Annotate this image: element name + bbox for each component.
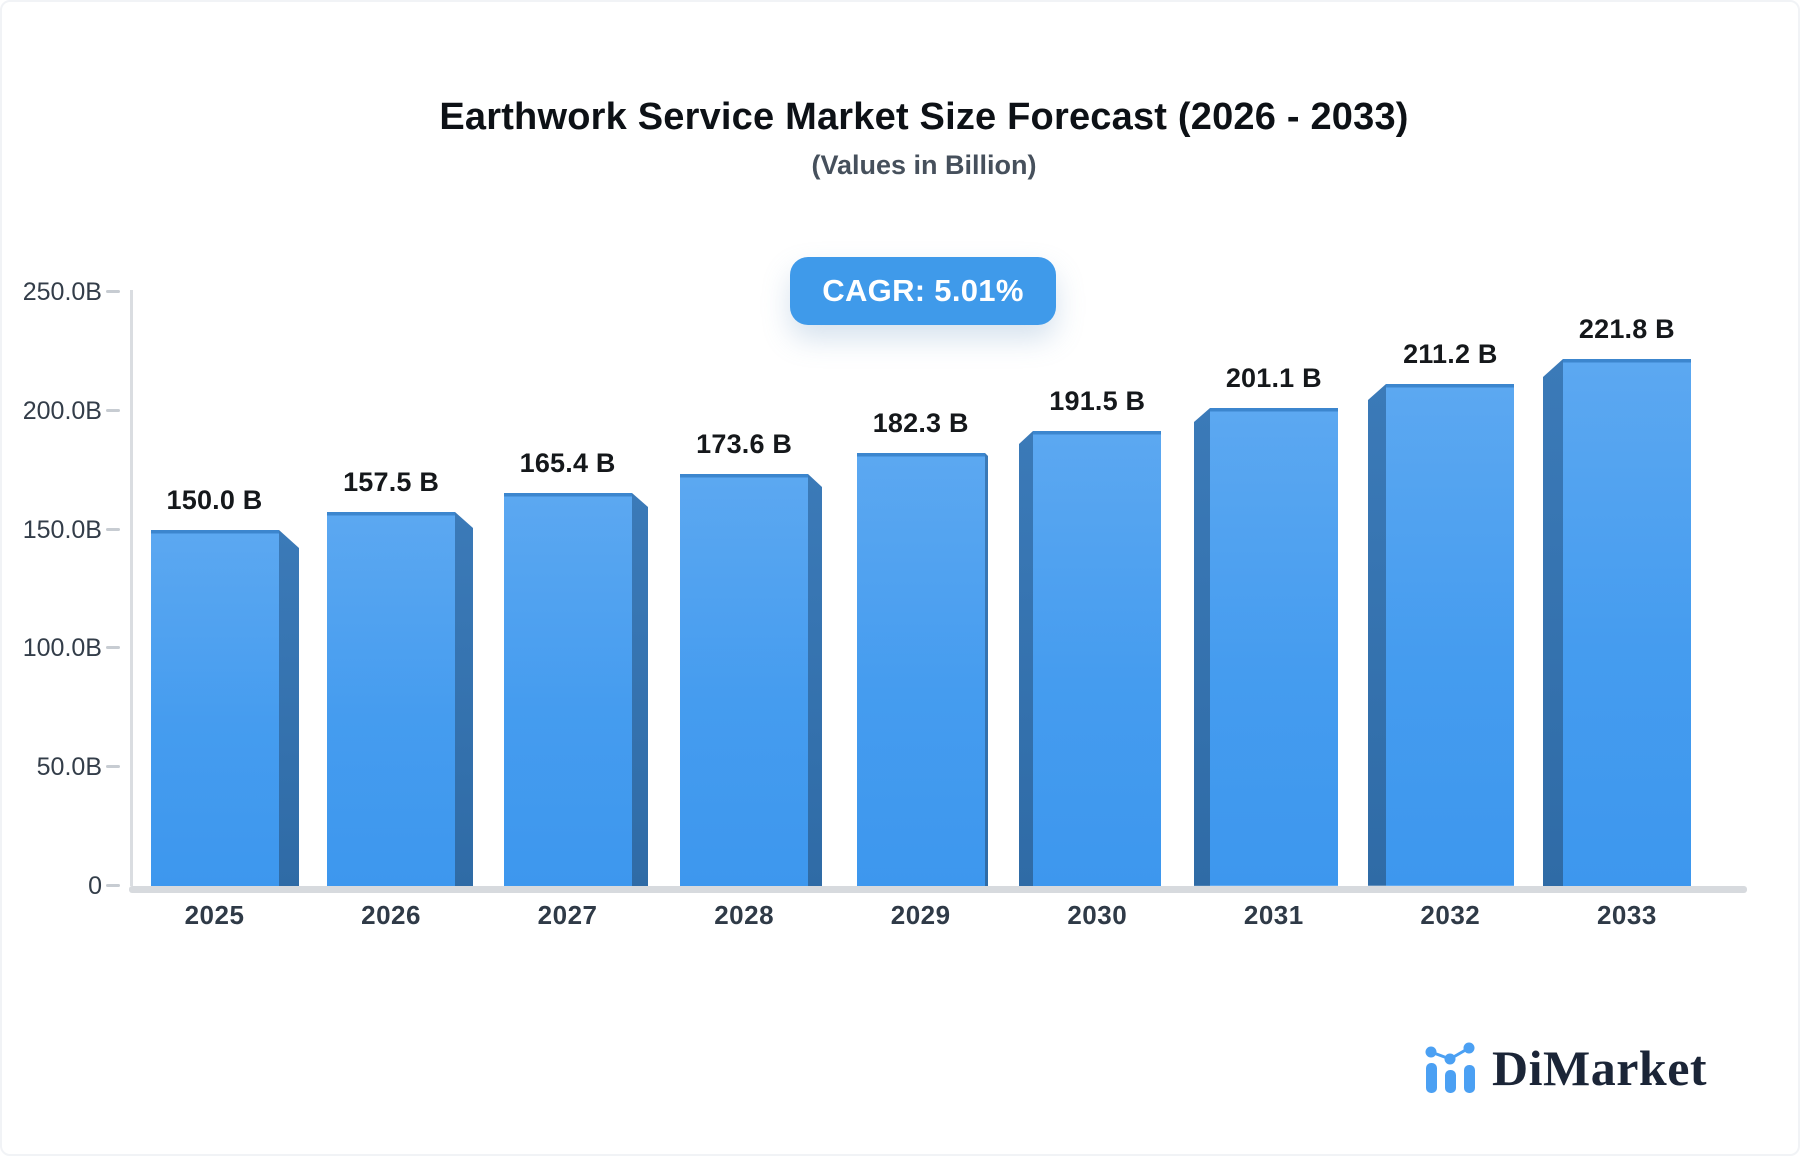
bar-2025 bbox=[150, 529, 299, 886]
x-axis-label: 2030 bbox=[1067, 900, 1128, 930]
x-axis-label: 2028 bbox=[714, 900, 775, 930]
x-axis-label: 2029 bbox=[890, 900, 951, 930]
dimarket-logo-text: DiMarket bbox=[1492, 1040, 1708, 1096]
x-axis-label: 2025 bbox=[184, 900, 245, 930]
bar-top-edge bbox=[150, 529, 279, 534]
bar-2031 bbox=[1193, 408, 1338, 886]
y-axis-tick-label: 50.0B bbox=[36, 753, 102, 782]
y-axis-tick-dash bbox=[106, 884, 120, 887]
y-axis-tick-dash bbox=[106, 408, 120, 412]
bar-front-face bbox=[856, 452, 985, 886]
y-axis-tick-label: 250.0B bbox=[22, 278, 102, 306]
bar-side-face bbox=[984, 452, 988, 886]
y-axis-tick-dash bbox=[106, 527, 120, 531]
bar-value-label: 182.3 B bbox=[872, 407, 969, 438]
bar-top-edge bbox=[327, 511, 456, 516]
y-axis-line bbox=[130, 290, 133, 886]
x-axis-label: 2026 bbox=[361, 900, 421, 930]
bar-side-face bbox=[1542, 359, 1563, 886]
x-axis-label: 2032 bbox=[1420, 900, 1481, 930]
bar-front-face bbox=[1033, 430, 1162, 886]
x-axis-label: 2031 bbox=[1243, 900, 1304, 930]
y-axis-tick-dash bbox=[106, 290, 120, 293]
bar-2032 bbox=[1368, 384, 1515, 886]
y-axis-tick-label: 200.0B bbox=[22, 396, 102, 425]
bar-value-label: 211.2 B bbox=[1403, 339, 1498, 370]
bar-top-edge bbox=[1033, 430, 1162, 435]
bar-front-face bbox=[1209, 408, 1338, 886]
bar-value-label: 191.5 B bbox=[1049, 385, 1146, 416]
bar-side-face bbox=[1193, 408, 1210, 886]
bar-top-edge bbox=[1386, 384, 1515, 388]
bar-front-face bbox=[150, 529, 279, 886]
bar-2028 bbox=[680, 473, 823, 886]
y-axis-tick-label: 0 bbox=[88, 872, 102, 900]
x-axis-label: 2027 bbox=[537, 900, 598, 930]
bar-front-face bbox=[680, 473, 809, 886]
bar-front-face bbox=[1562, 359, 1691, 886]
bar-value-label: 221.8 B bbox=[1578, 314, 1675, 344]
bar-2026 bbox=[327, 511, 474, 886]
x-axis-baseline bbox=[129, 886, 1747, 893]
bar-top-edge bbox=[1209, 408, 1338, 412]
bar-value-label: 157.5 B bbox=[343, 466, 440, 497]
bar-side-face bbox=[1019, 430, 1034, 886]
bar-front-face bbox=[503, 493, 632, 886]
bar-value-label: 173.6 B bbox=[696, 428, 793, 459]
dimarket-logo: DiMarket bbox=[1420, 1038, 1707, 1098]
bar-side-face bbox=[278, 529, 299, 886]
bar-front-face bbox=[327, 511, 456, 886]
bar-side-face bbox=[1368, 384, 1387, 886]
y-axis-tick-label: 150.0B bbox=[22, 515, 102, 544]
bar-side-face bbox=[808, 473, 823, 886]
bar-value-label: 165.4 B bbox=[519, 448, 616, 478]
bar-2029 bbox=[856, 452, 988, 886]
chart-subtitle: (Values in Billion) bbox=[811, 150, 1037, 180]
cagr-badge: CAGR: 5.01% bbox=[790, 257, 1056, 325]
y-axis-tick-label: 100.0B bbox=[22, 634, 102, 663]
bar-top-edge bbox=[680, 473, 809, 478]
bar-side-face bbox=[631, 493, 648, 886]
bar-top-edge bbox=[1562, 359, 1691, 363]
y-axis-tick-dash bbox=[106, 765, 120, 769]
chart-title: Earthwork Service Market Size Forecast (… bbox=[439, 96, 1409, 138]
bar-value-label: 201.1 B bbox=[1225, 363, 1322, 394]
bar-value-label: 150.0 B bbox=[166, 484, 263, 515]
bar-top-edge bbox=[856, 452, 985, 457]
bar-side-face bbox=[455, 511, 474, 886]
x-axis-label: 2033 bbox=[1596, 900, 1657, 930]
bar-line-chart-icon bbox=[1425, 1042, 1475, 1093]
bar-front-face bbox=[1386, 384, 1515, 886]
bar-2027 bbox=[503, 493, 648, 886]
bar-top-edge bbox=[503, 493, 632, 497]
bar-2030 bbox=[1019, 430, 1162, 886]
bar-2033 bbox=[1542, 359, 1691, 886]
y-axis-tick-dash bbox=[106, 646, 120, 650]
